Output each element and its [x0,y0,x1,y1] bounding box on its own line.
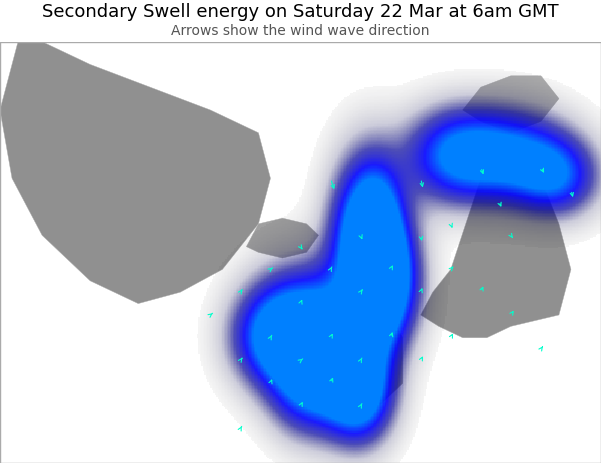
Polygon shape [246,218,319,258]
Polygon shape [421,167,571,338]
Polygon shape [343,315,403,406]
Text: Arrows show the wind wave direction: Arrows show the wind wave direction [171,24,430,38]
Text: Secondary Swell energy on Saturday 22 Mar at 6am GMT: Secondary Swell energy on Saturday 22 Ma… [42,3,559,21]
Polygon shape [463,76,559,133]
Polygon shape [0,42,270,304]
